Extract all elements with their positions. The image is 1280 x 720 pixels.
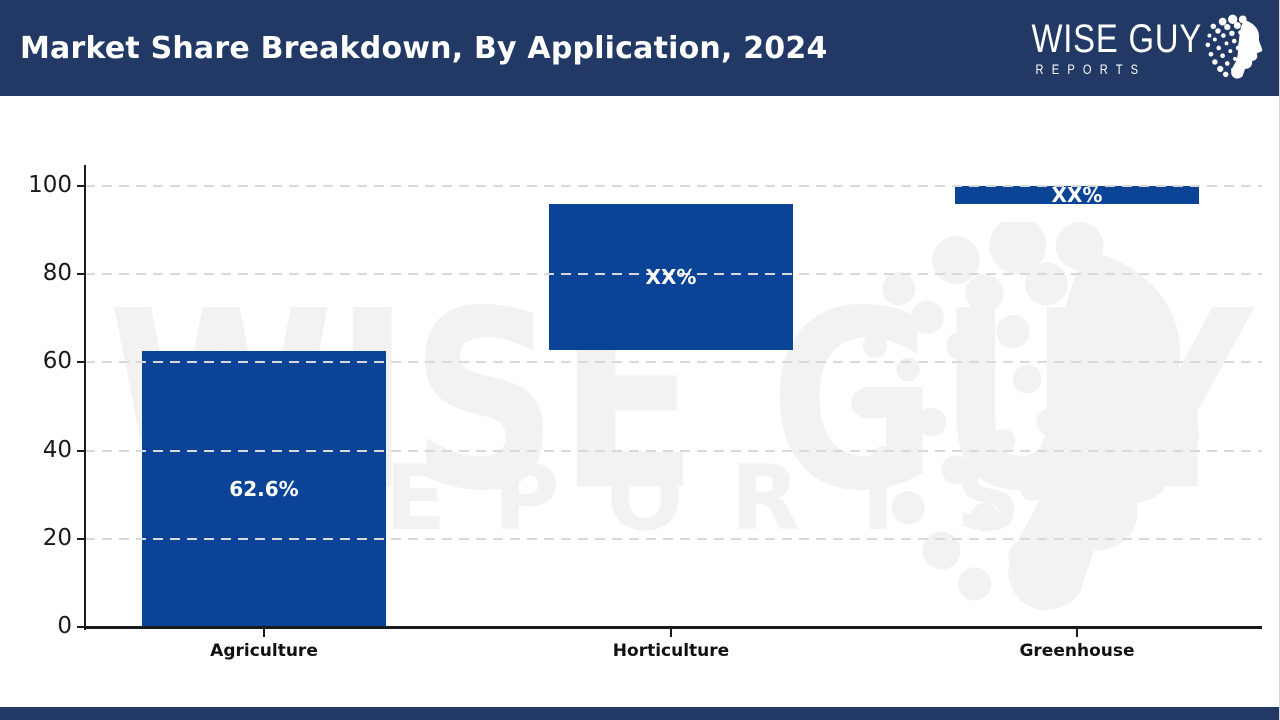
gridline-60 bbox=[85, 361, 1262, 364]
y-axis-label-100: 100 bbox=[28, 172, 72, 198]
y-axis-label-20: 20 bbox=[42, 524, 72, 551]
page-title: Market Share Breakdown, By Application, … bbox=[20, 30, 828, 66]
y-tick-40 bbox=[77, 449, 85, 452]
x-axis-label-agriculture: Agriculture bbox=[210, 641, 318, 661]
x-tick-horticulture bbox=[670, 629, 672, 637]
logo-face-icon bbox=[1204, 9, 1266, 87]
y-tick-100 bbox=[77, 185, 85, 187]
footer-bar bbox=[0, 707, 1279, 720]
y-tick-20 bbox=[77, 537, 85, 540]
bar-value-label: XX% bbox=[1051, 183, 1103, 208]
y-tick-80 bbox=[77, 273, 85, 276]
x-tick-greenhouse bbox=[1076, 629, 1078, 637]
x-axis-label-horticulture: Horticulture bbox=[612, 641, 730, 661]
bar-agriculture bbox=[142, 350, 386, 627]
y-axis-line bbox=[84, 165, 86, 630]
logo-subtitle: REPORTS bbox=[1035, 62, 1147, 77]
bar-value-label: 62.6% bbox=[229, 476, 299, 501]
bar-value-label: XX% bbox=[645, 264, 697, 289]
y-axis-label-40: 40 bbox=[42, 436, 72, 463]
x-tick-agriculture bbox=[263, 629, 265, 637]
x-axis-label-greenhouse: Greenhouse bbox=[1019, 641, 1135, 661]
bar-greenhouse bbox=[955, 186, 1199, 205]
logo-text: WISE GUY REPORTS bbox=[1031, 19, 1202, 77]
y-axis-label-60: 60 bbox=[42, 348, 72, 375]
y-tick-0 bbox=[77, 626, 85, 628]
bar-chart-plot-area: 62.6% XX% XX% 0 20 40 60 80 100 Agriculture Hortic… bbox=[0, 96, 1279, 707]
y-axis-label-80: 80 bbox=[42, 260, 72, 287]
gridline-80 bbox=[85, 273, 1262, 276]
y-tick-60 bbox=[77, 361, 85, 364]
logo-wordmark: WISE GUY bbox=[1031, 17, 1202, 61]
x-axis-line bbox=[85, 626, 1262, 629]
y-axis-label-0: 0 bbox=[57, 613, 72, 639]
wise-guy-reports-logo: WISE GUY REPORTS bbox=[994, 8, 1266, 88]
gridline-100 bbox=[85, 185, 1262, 187]
bar-horticulture bbox=[549, 203, 793, 351]
header-bar: Market Share Breakdown, By Application, … bbox=[0, 0, 1279, 96]
gridline-20 bbox=[85, 537, 1262, 540]
gridline-40 bbox=[85, 449, 1262, 452]
